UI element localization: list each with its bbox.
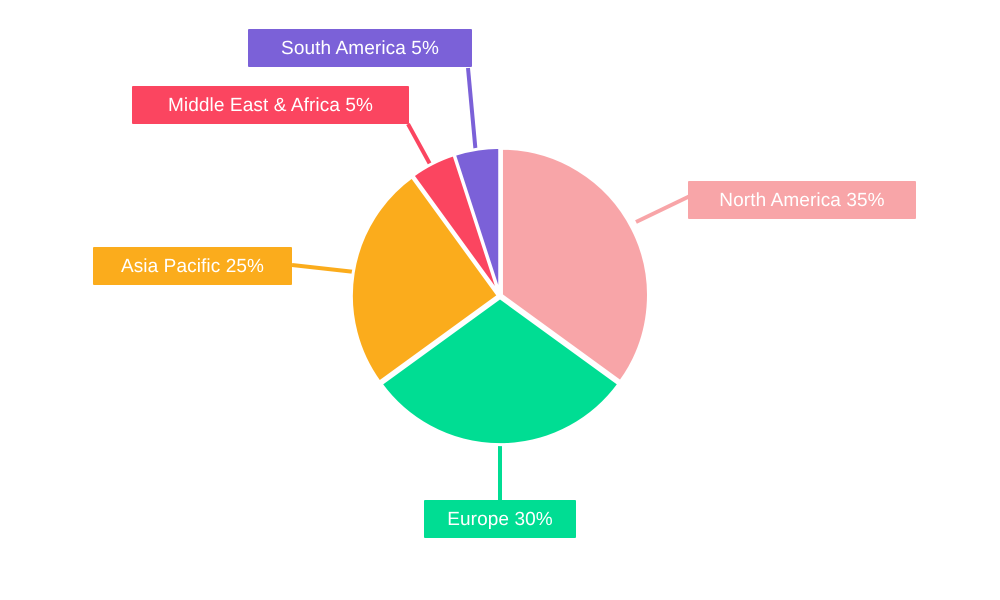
slice-leader-line: [635, 194, 691, 224]
slice-label-north-america[interactable]: North America 35%: [688, 181, 916, 219]
slice-leader-line: [466, 67, 478, 156]
pie-slice[interactable]: [349, 175, 500, 384]
pie-slice[interactable]: [379, 296, 621, 447]
slice-label-middle-east-africa[interactable]: Middle East & Africa 5%: [132, 86, 409, 124]
pie-slice[interactable]: [499, 146, 650, 384]
slice-leader-line: [291, 263, 356, 274]
pie-slices-group: [349, 145, 650, 447]
slice-label-europe[interactable]: Europe 30%: [424, 500, 576, 538]
slice-label-south-america[interactable]: South America 5%: [248, 29, 472, 67]
pie-slice[interactable]: [452, 145, 502, 296]
slice-label-asia-pacific[interactable]: Asia Pacific 25%: [93, 247, 292, 285]
